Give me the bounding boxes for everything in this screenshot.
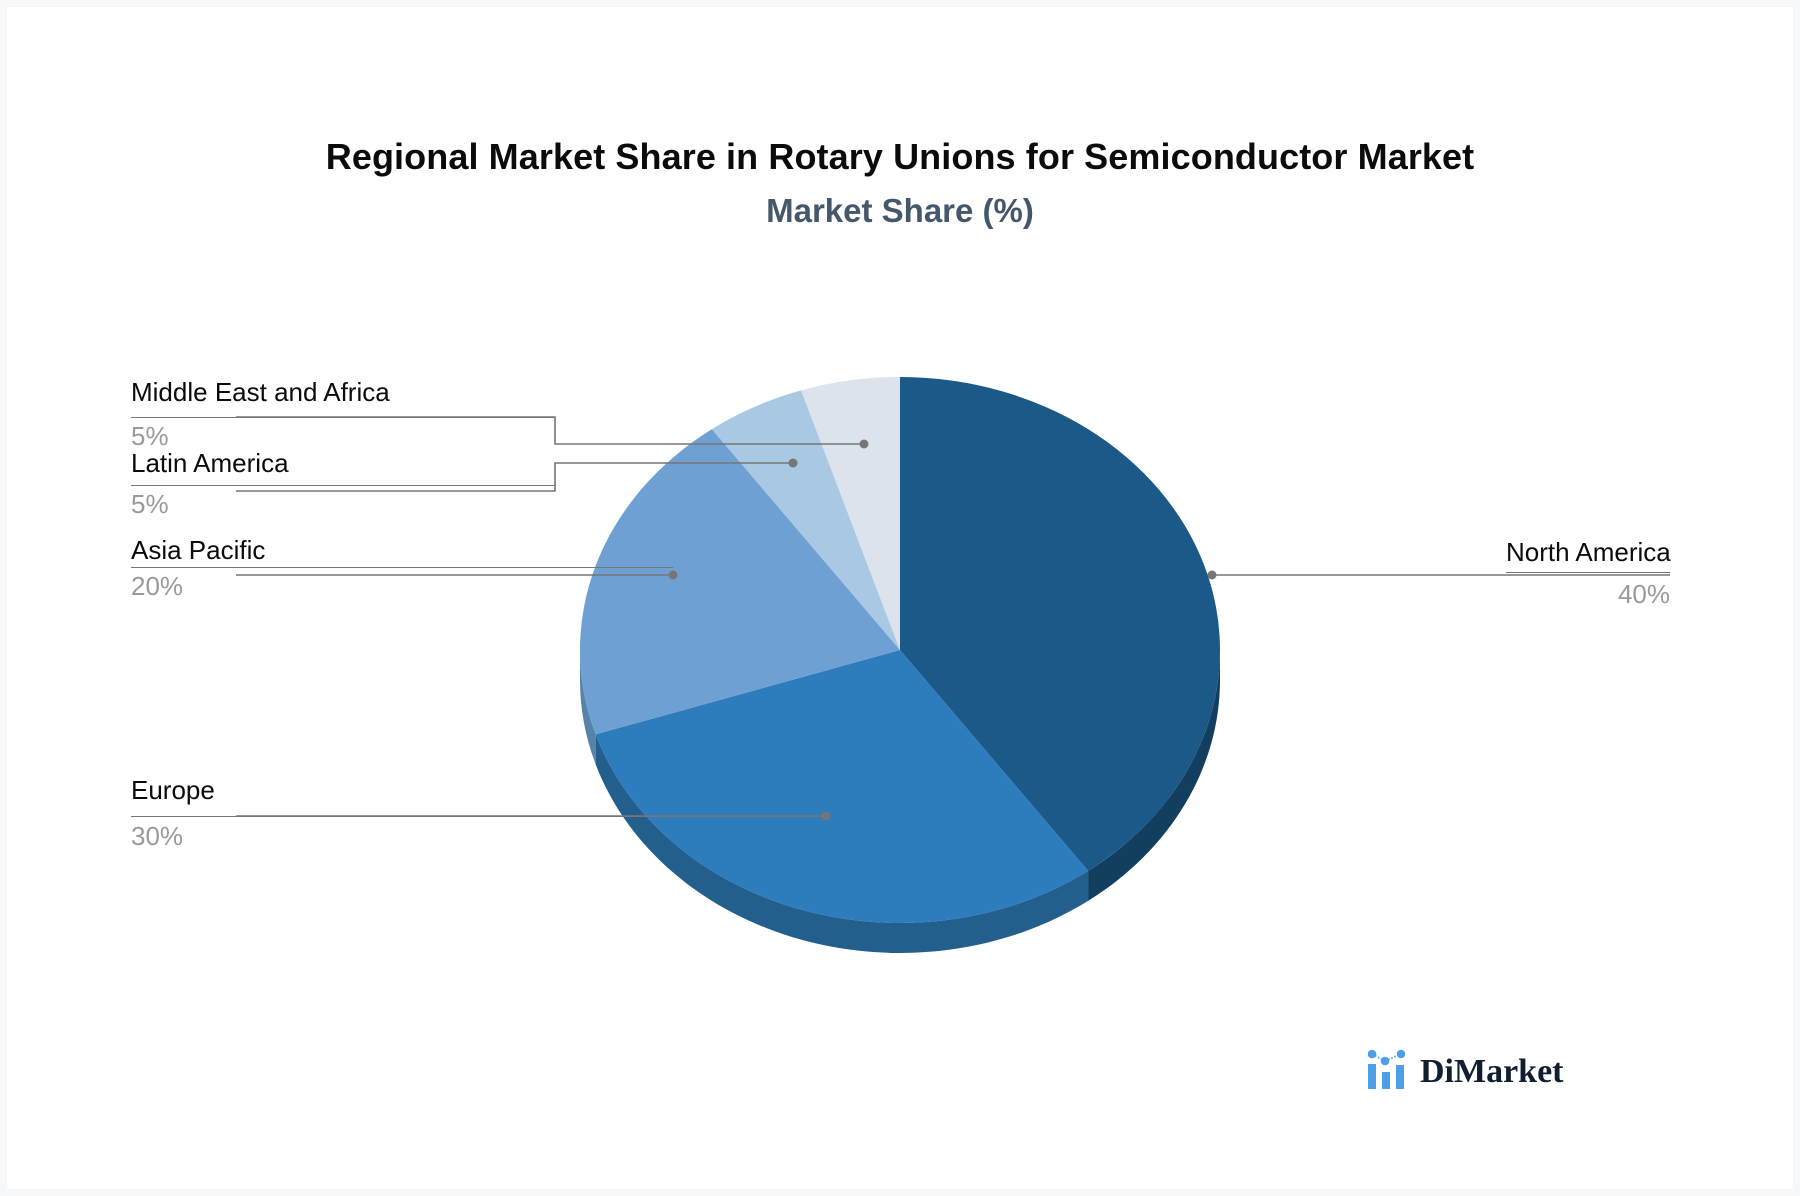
- svg-text:DiMarket: DiMarket: [1420, 1053, 1564, 1089]
